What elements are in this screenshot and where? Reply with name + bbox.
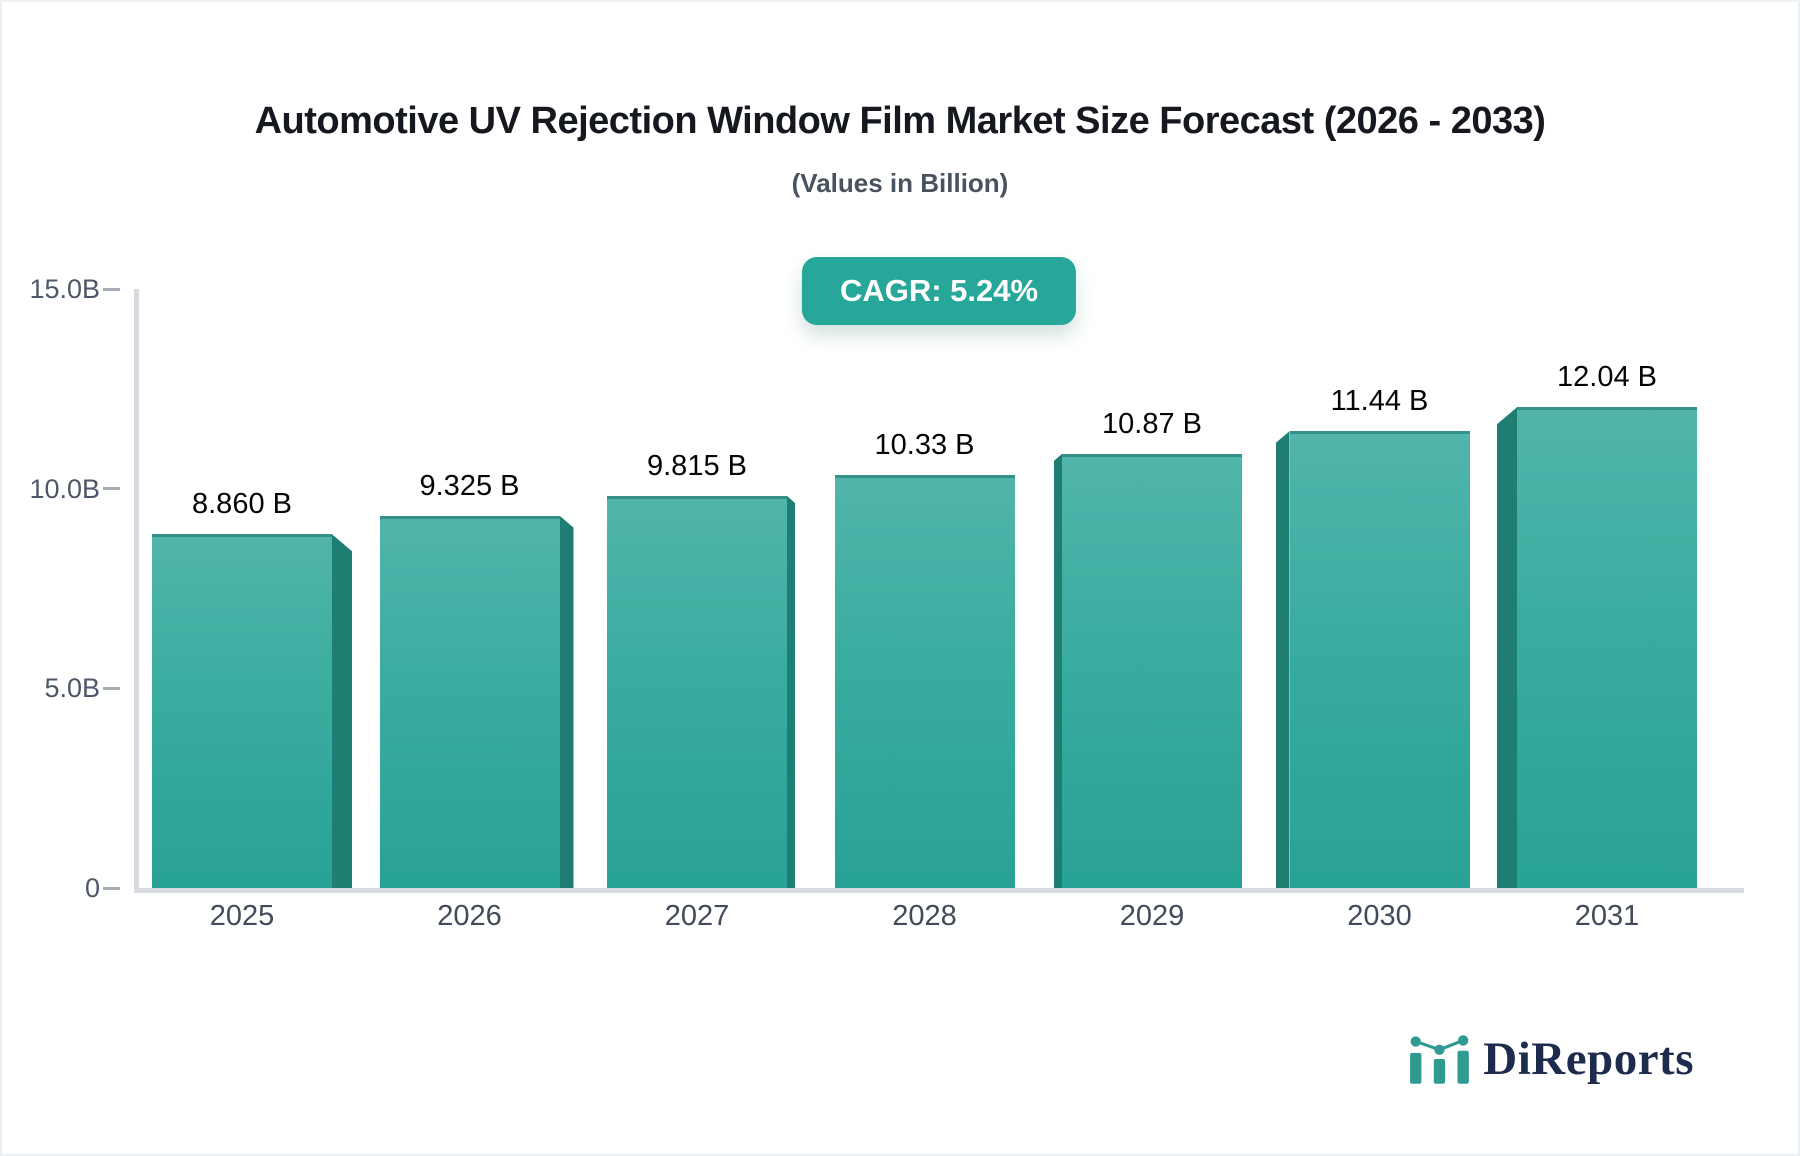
bar-face (1517, 407, 1697, 888)
bar-value-label: 9.325 B (419, 469, 520, 502)
x-axis-label: 2025 (209, 900, 275, 932)
bar-value-label: 10.33 B (874, 429, 975, 462)
bar-value-label: 11.44 B (1330, 385, 1429, 418)
bar-2026 (379, 515, 574, 888)
y-tick-dash (103, 287, 120, 291)
y-tick-label: 5.0B (44, 673, 100, 704)
x-axis-label: 2026 (437, 900, 502, 932)
bar-side-panel (787, 496, 795, 888)
y-tick-label: 15.0B (29, 274, 100, 304)
x-axis-label: 2030 (1347, 900, 1412, 932)
bar-value-label: 8.860 B (192, 488, 292, 521)
bar-side-panel (332, 534, 352, 888)
bar-face (607, 496, 787, 888)
bar-value-label: 9.815 B (647, 450, 747, 483)
bar-value-label: 12.04 B (1557, 361, 1657, 394)
y-tick-dash (103, 886, 120, 890)
y-tick-label: 10.0B (29, 473, 100, 504)
bar-2027 (607, 496, 795, 888)
bar-value-label: 10.87 B (1102, 407, 1202, 440)
bar-2025 (152, 534, 352, 888)
bar-face (379, 515, 560, 888)
logo-chart-icon (1410, 1035, 1470, 1084)
bar-2030 (1275, 431, 1470, 888)
cagr-badge: CAGR: 5.24% (801, 257, 1077, 325)
direports-logo: DiReports (1408, 1032, 1694, 1086)
y-axis-line (134, 289, 139, 893)
bar-side-panel (1497, 407, 1517, 888)
bar-face (1062, 453, 1242, 888)
bar-side-panel (1054, 453, 1062, 888)
y-tick-label: 0 (84, 873, 100, 903)
bar-side-panel (559, 515, 574, 888)
bar-face (152, 534, 332, 888)
y-tick-dash (103, 686, 120, 690)
chart-subtitle: (Values in Billion) (791, 168, 1009, 198)
bar-side-panel (1275, 431, 1290, 888)
y-tick-dash (103, 487, 120, 491)
x-axis-label: 2029 (1119, 900, 1185, 932)
bar-2029 (1054, 453, 1242, 888)
x-axis-label: 2027 (664, 900, 730, 932)
bar-2031 (1497, 407, 1697, 888)
bar-face (1289, 431, 1470, 888)
logo-text: DiReports (1483, 1033, 1694, 1085)
x-axis-label: 2031 (1574, 900, 1640, 932)
bar-face (834, 475, 1015, 888)
chart-title: Automotive UV Rejection Window Film Mark… (254, 100, 1546, 142)
x-axis-line (134, 888, 1744, 893)
x-axis-label: 2028 (892, 900, 957, 932)
bar-2028 (834, 475, 1015, 888)
